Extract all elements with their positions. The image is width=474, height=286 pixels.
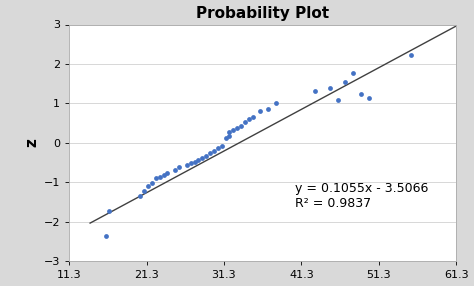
Point	[272, 101, 280, 106]
Point	[106, 208, 113, 213]
Point	[226, 134, 233, 138]
Point	[187, 161, 194, 166]
Point	[148, 181, 156, 186]
Text: y = 0.1055x - 3.5066
R² = 0.9837: y = 0.1055x - 3.5066 R² = 0.9837	[295, 182, 428, 210]
Point	[214, 146, 221, 151]
Point	[349, 70, 357, 75]
Point	[175, 165, 183, 170]
Point	[191, 160, 198, 164]
Point	[102, 233, 109, 238]
Point	[156, 174, 164, 179]
Point	[334, 98, 342, 103]
Point	[342, 80, 349, 84]
Point	[226, 130, 233, 134]
Point	[264, 107, 272, 112]
Point	[152, 176, 160, 181]
Point	[365, 95, 373, 100]
Point	[245, 117, 253, 122]
Point	[160, 172, 167, 177]
Y-axis label: z: z	[25, 138, 39, 147]
Point	[326, 86, 334, 91]
Point	[218, 144, 226, 148]
Point	[183, 162, 191, 167]
Point	[241, 120, 249, 125]
Point	[311, 89, 319, 93]
Point	[222, 136, 229, 140]
Point	[210, 148, 218, 153]
Point	[357, 91, 365, 96]
Point	[137, 194, 144, 198]
Point	[229, 128, 237, 133]
Point	[172, 168, 179, 172]
Point	[145, 183, 152, 188]
Point	[164, 170, 171, 175]
Point	[206, 150, 214, 155]
Point	[408, 53, 415, 57]
Point	[195, 157, 202, 162]
Point	[256, 109, 264, 114]
Point	[202, 153, 210, 158]
Point	[233, 126, 241, 130]
Point	[199, 156, 206, 160]
Point	[249, 115, 256, 120]
Point	[237, 124, 245, 129]
Point	[140, 189, 148, 193]
Title: Probability Plot: Probability Plot	[196, 5, 329, 21]
